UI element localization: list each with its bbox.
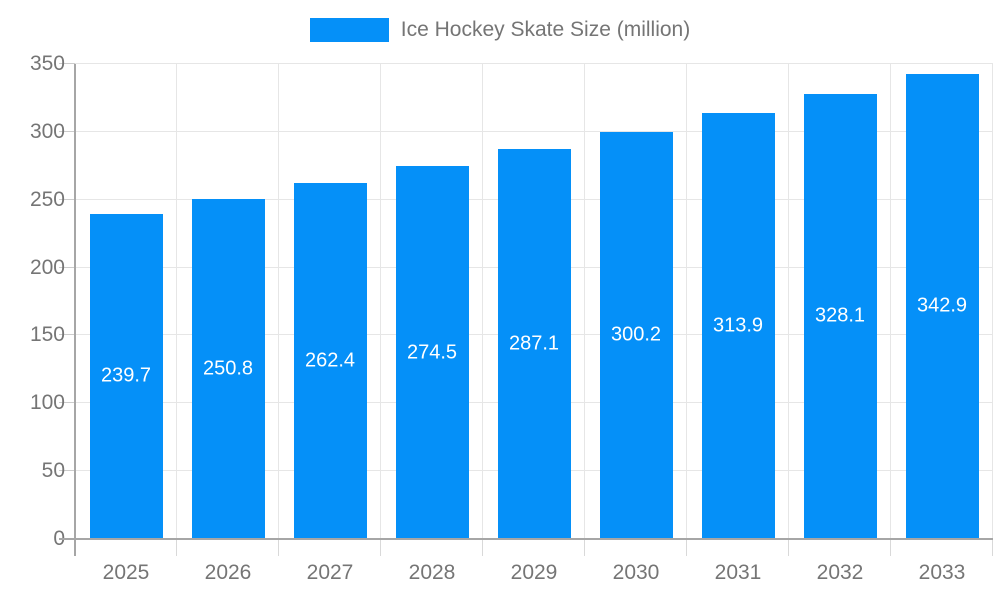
y-tick-label: 300 — [29, 119, 65, 143]
x-tick-label: 2032 — [816, 561, 864, 584]
bar — [701, 112, 775, 538]
bar-value-label: 313.9 — [712, 314, 764, 337]
bar — [599, 131, 673, 538]
y-tick-label: 350 — [29, 52, 65, 75]
x-axis-line — [59, 538, 993, 540]
bar — [191, 198, 265, 538]
x-axis-tick — [788, 540, 789, 556]
bar-value-label: 287.1 — [508, 332, 560, 355]
bar-value-label: 274.5 — [406, 341, 458, 364]
y-tick-label: 0 — [7, 527, 65, 551]
y-axis-tick — [59, 334, 75, 336]
vertical-gridline — [482, 64, 483, 539]
y-tick-label: 200 — [29, 255, 65, 279]
bar — [497, 149, 571, 538]
y-axis-tick — [59, 470, 75, 472]
y-axis-tick — [59, 130, 75, 132]
horizontal-gridline — [75, 63, 993, 64]
y-axis-line — [74, 64, 76, 556]
y-tick-label: 100 — [29, 391, 65, 415]
x-axis-tick — [686, 540, 687, 556]
x-tick-label: 2028 — [408, 561, 456, 584]
bar-value-label: 328.1 — [814, 304, 866, 327]
x-tick-label: 2025 — [102, 561, 150, 584]
x-tick-label: 2029 — [510, 561, 558, 584]
bar — [89, 213, 163, 538]
y-tick-label: 50 — [41, 459, 65, 483]
vertical-gridline — [686, 64, 687, 539]
x-axis-tick — [890, 540, 891, 556]
plot-area: 050100150200250300350239.72025250.820262… — [30, 52, 993, 584]
x-axis-tick — [992, 540, 993, 556]
bar-value-label: 262.4 — [304, 349, 356, 372]
y-axis-tick — [59, 198, 75, 200]
x-tick-label: 2031 — [714, 561, 762, 584]
vertical-gridline — [584, 64, 585, 539]
vertical-gridline — [788, 64, 789, 539]
bar — [293, 182, 367, 538]
x-axis-tick — [278, 540, 279, 556]
vertical-gridline — [890, 64, 891, 539]
x-axis-tick — [176, 540, 177, 556]
x-tick-label: 2027 — [306, 561, 354, 584]
y-tick-label: 250 — [29, 187, 65, 211]
x-axis-tick — [584, 540, 585, 556]
x-axis-tick — [380, 540, 381, 556]
bar-value-label: 239.7 — [100, 364, 152, 387]
vertical-gridline — [380, 64, 381, 539]
y-axis-tick — [59, 266, 75, 268]
legend-swatch — [309, 18, 389, 42]
x-tick-label: 2030 — [612, 561, 660, 584]
horizontal-gridline — [75, 130, 993, 132]
bar — [395, 166, 469, 538]
bar — [905, 73, 979, 538]
vertical-gridline — [278, 64, 279, 539]
x-tick-label: 2033 — [918, 561, 966, 584]
y-axis-tick — [59, 63, 75, 64]
bar — [803, 93, 877, 538]
y-tick-label: 150 — [29, 323, 65, 347]
legend-label: Ice Hockey Skate Size (million) — [400, 18, 691, 41]
bar-value-label: 300.2 — [610, 323, 662, 346]
legend: Ice Hockey Skate Size (million) — [0, 18, 1000, 42]
bar-value-label: 342.9 — [916, 294, 968, 317]
x-tick-label: 2026 — [204, 561, 252, 584]
vertical-gridline — [992, 64, 993, 539]
y-axis-tick — [59, 402, 75, 404]
x-axis-tick — [482, 540, 483, 556]
vertical-gridline — [176, 64, 177, 539]
bar-value-label: 250.8 — [202, 357, 254, 380]
